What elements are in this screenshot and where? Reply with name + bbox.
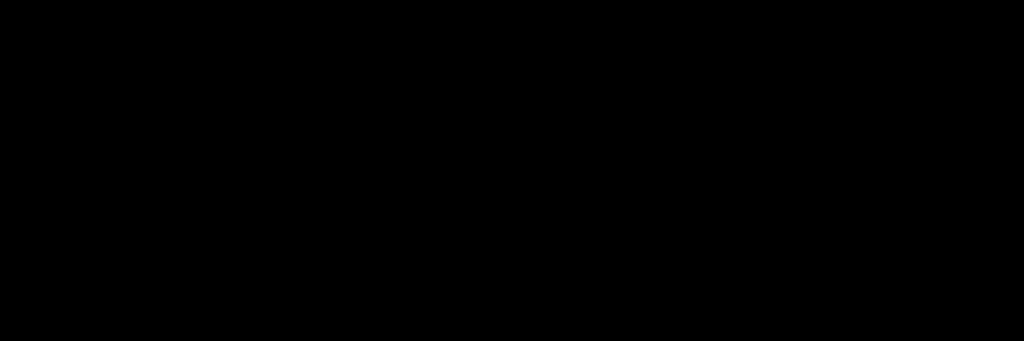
Text: The internal resistance of a battery which has an: The internal resistance of a battery whi… [46, 72, 771, 100]
Text: open circuit voltage of 12 V and delivers a current: open circuit voltage of 12 V and deliver… [46, 138, 792, 166]
Text: of 100 A to a load resistance of 0.1 Ω is: of 100 A to a load resistance of 0.1 Ω i… [46, 202, 628, 230]
Text: (d) 2 mΩ: (d) 2 mΩ [655, 277, 785, 305]
Text: (a) 2 Ω: (a) 2 Ω [46, 277, 147, 305]
Text: (c) 20 mΩ: (c) 20 mΩ [451, 277, 597, 305]
Text: (b) 200 mΩ: (b) 200 mΩ [225, 277, 392, 305]
